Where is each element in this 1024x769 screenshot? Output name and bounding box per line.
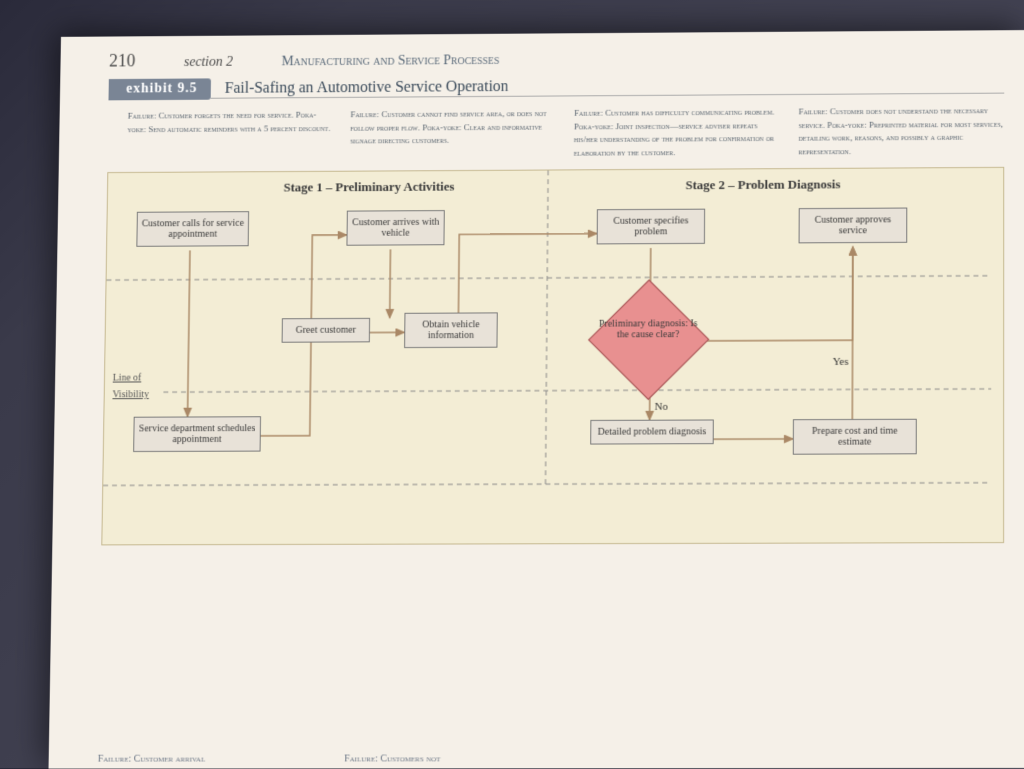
footer-text-mid: Failure: Customers not: [344, 753, 440, 764]
node-approves: Customer approves service: [799, 208, 908, 244]
node-estimate: Prepare cost and time estimate: [793, 419, 917, 455]
chapter-title: Manufacturing and Service Processes: [281, 53, 499, 70]
exhibit-tag: exhibit 9.5: [108, 78, 211, 100]
footer-text-left: Failure: Customer arrival: [98, 754, 206, 765]
stage-1-label: Stage 1 – Preliminary Activities: [284, 179, 455, 196]
line-of-visibility-2: Visibility: [112, 389, 149, 400]
node-arrives: Customer arrives with vehicle: [346, 210, 444, 246]
node-obtain-info: Obtain vehicle information: [404, 312, 498, 348]
failure-col-3: Failure: Customer has difficulty communi…: [574, 106, 779, 160]
flowchart-diagram: Stage 1 – Preliminary Activities Stage 2…: [101, 167, 1004, 546]
node-greet: Greet customer: [282, 318, 371, 343]
exhibit-bar: exhibit 9.5 Fail-Safing an Automotive Se…: [108, 73, 1004, 100]
failure-descriptions: Failure: Customer forgets the need for s…: [127, 104, 1004, 162]
stage-2-label: Stage 2 – Problem Diagnosis: [686, 177, 841, 194]
failure-col-1: Failure: Customer forgets the need for s…: [127, 109, 331, 163]
node-diamond: [588, 279, 709, 400]
node-specifies: Customer specifies problem: [597, 209, 705, 245]
node-call-appointment: Customer calls for service appointment: [136, 211, 249, 247]
textbook-page: 210 section 2 Manufacturing and Service …: [49, 30, 1024, 769]
page-number: 210: [109, 51, 136, 71]
exhibit-title: Fail-Safing an Automotive Service Operat…: [211, 75, 1004, 99]
page-header: 210 section 2 Manufacturing and Service …: [109, 45, 1004, 71]
node-detailed: Detailed problem diagnosis: [590, 419, 714, 444]
section-label: section 2: [184, 55, 233, 71]
line-of-visibility-1: Line of: [113, 373, 142, 384]
failure-col-2: Failure: Customer cannot find service ar…: [350, 107, 555, 161]
failure-col-4: Failure: Customer does not understand th…: [798, 104, 1004, 158]
node-schedules: Service department schedules appointment: [133, 416, 261, 452]
svg-text:Yes: Yes: [833, 356, 849, 368]
svg-text:No: No: [655, 401, 669, 413]
